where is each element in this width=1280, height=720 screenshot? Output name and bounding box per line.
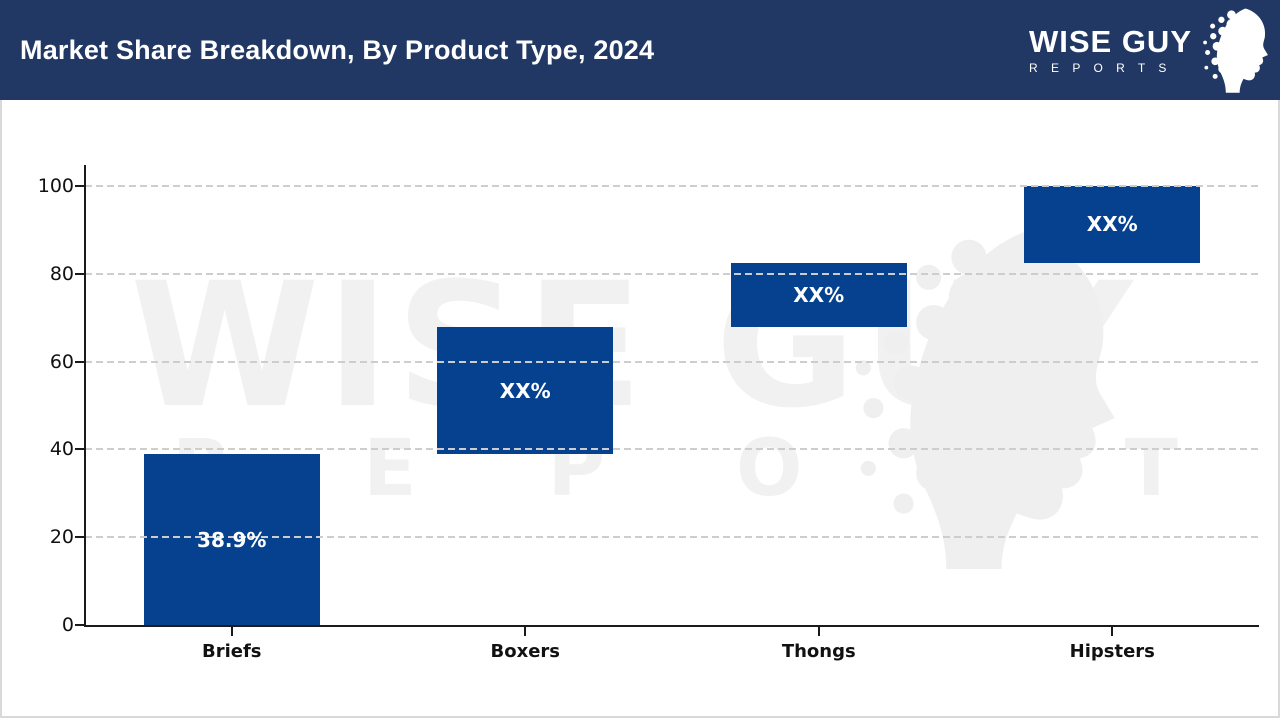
gridline-100 <box>85 185 1259 187</box>
x-tick-mark <box>524 627 527 636</box>
category-label-boxers: Boxers <box>490 641 561 662</box>
gridline-40 <box>85 448 1259 451</box>
gridline-20 <box>85 536 1259 539</box>
y-tick-mark <box>75 360 85 363</box>
x-tick-mark <box>817 627 820 636</box>
y-tick-mark <box>75 624 85 626</box>
category-label-thongs: Thongs <box>781 641 856 662</box>
bar-value-label: XX% <box>793 282 845 307</box>
y-tick-mark <box>75 448 85 451</box>
y-tick-mark <box>75 185 85 187</box>
header-bar: Market Share Breakdown, By Product Type,… <box>0 0 1280 100</box>
y-tick-label: 20 <box>49 526 74 549</box>
logo-subtext: R E P O R T S <box>1028 60 1172 75</box>
y-tick-mark <box>75 272 85 275</box>
bar-value-label: XX% <box>499 378 551 403</box>
logo-wordmark: WISE GUY <box>1028 23 1192 59</box>
gridline-60 <box>85 360 1259 363</box>
y-tick-label: 100 <box>37 175 74 197</box>
category-label-hipsters: Hipsters <box>1069 641 1155 662</box>
y-tick-label: 80 <box>49 262 74 285</box>
y-tick-label: 0 <box>61 614 74 636</box>
x-axis-line <box>84 625 1259 627</box>
bar-value-label: XX% <box>1086 212 1138 237</box>
y-axis-line <box>84 165 86 627</box>
bar-briefs <box>143 454 320 625</box>
category-label-briefs: Briefs <box>201 641 262 662</box>
x-tick-mark <box>230 627 233 636</box>
y-tick-label: 60 <box>49 350 74 373</box>
bar-boxers <box>437 326 614 455</box>
brand-logo: WISE GUY R E P O R T S <box>1029 6 1272 94</box>
x-tick-mark <box>1111 627 1114 636</box>
y-tick-label: 40 <box>49 438 74 461</box>
y-tick-mark <box>75 536 85 539</box>
logo-text: WISE GUY R E P O R T S <box>1029 26 1192 75</box>
gridline-80 <box>85 272 1259 275</box>
page-title: Market Share Breakdown, By Product Type,… <box>20 34 655 65</box>
bar-value-label: 38.9% <box>197 527 267 552</box>
